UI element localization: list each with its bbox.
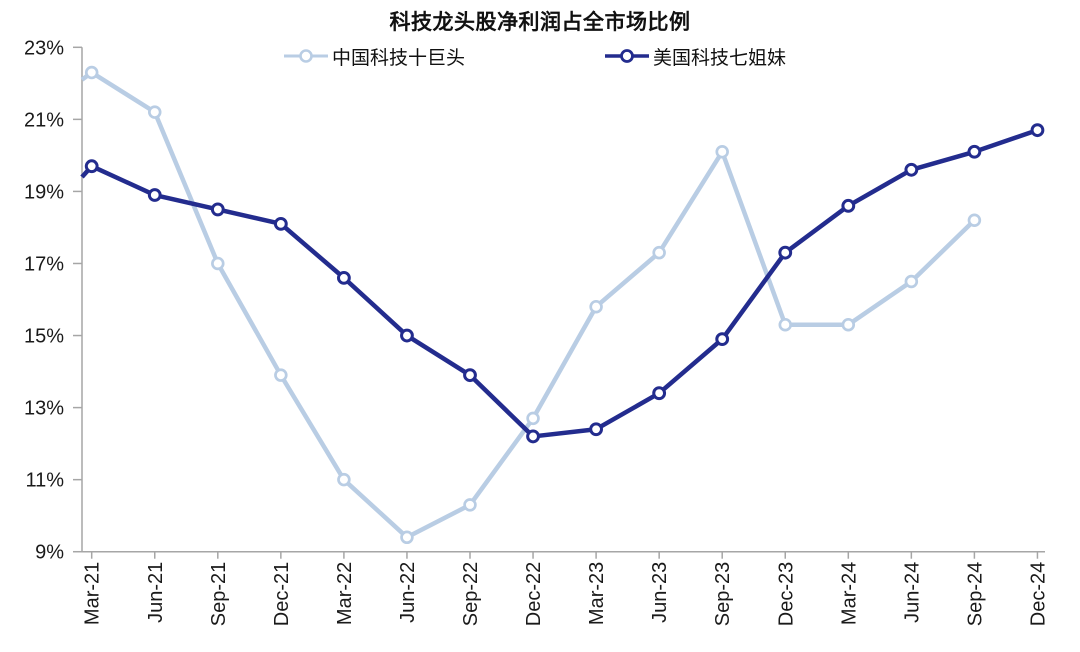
x-axis-label: Jun-21 bbox=[145, 562, 167, 623]
x-axis-label: Sep-21 bbox=[208, 562, 230, 627]
data-point-marker bbox=[526, 429, 540, 444]
y-axis-label: 19% bbox=[24, 181, 64, 203]
series-line-1 bbox=[80, 128, 1039, 439]
data-point-marker bbox=[589, 422, 603, 437]
y-axis-label: 13% bbox=[24, 398, 64, 420]
legend-item-us: 美国科技七姐妹 bbox=[604, 44, 787, 69]
legend-circle bbox=[299, 49, 313, 63]
x-axis-label: Jun-24 bbox=[901, 562, 923, 623]
data-point-marker bbox=[400, 530, 414, 545]
y-axis-label: 23% bbox=[24, 37, 64, 59]
x-axis-label: Sep-22 bbox=[460, 562, 482, 627]
data-point-marker bbox=[967, 213, 982, 227]
data-point-marker bbox=[715, 145, 729, 159]
data-point-marker bbox=[967, 144, 982, 159]
y-axis-label: 21% bbox=[24, 109, 64, 131]
legend-item-china: 中国科技十巨头 bbox=[283, 44, 466, 69]
data-point-marker bbox=[273, 216, 288, 231]
data-point-marker bbox=[337, 270, 351, 285]
legend-circle bbox=[620, 49, 634, 63]
x-axis-label: Sep-23 bbox=[712, 562, 734, 627]
x-axis-label: Dec-23 bbox=[775, 562, 797, 626]
data-point-marker bbox=[211, 256, 225, 271]
x-axis-label: Dec-24 bbox=[1027, 562, 1049, 626]
data-point-marker bbox=[463, 368, 477, 383]
y-axis-label: 15% bbox=[24, 326, 64, 348]
y-axis-label: 9% bbox=[35, 542, 64, 564]
data-point-marker bbox=[274, 368, 288, 382]
axes bbox=[81, 47, 1045, 553]
x-axis-label: Sep-24 bbox=[964, 562, 986, 627]
data-point-marker bbox=[841, 198, 856, 213]
x-axis-label: Mar-22 bbox=[334, 562, 356, 625]
data-point-marker bbox=[904, 162, 919, 177]
data-point-marker bbox=[400, 328, 414, 343]
data-point-marker bbox=[210, 202, 225, 217]
x-axis-label: Jun-22 bbox=[397, 562, 419, 623]
legend-label-china: 中国科技十巨头 bbox=[332, 47, 466, 69]
data-point-marker bbox=[715, 332, 730, 347]
x-axis-label: Jun-23 bbox=[649, 562, 671, 623]
data-point-marker bbox=[778, 245, 793, 260]
legend-label-us: 美国科技七姐妹 bbox=[653, 47, 787, 69]
x-axis-label: Dec-21 bbox=[271, 562, 293, 626]
data-point-marker bbox=[589, 299, 603, 314]
data-point-marker bbox=[526, 411, 540, 426]
data-point-marker bbox=[337, 472, 351, 487]
data-point-marker bbox=[904, 274, 919, 289]
x-axis-label: Mar-23 bbox=[586, 562, 608, 625]
y-axis-label: 11% bbox=[25, 470, 64, 492]
data-point-marker bbox=[652, 245, 666, 260]
legend-marker-us-icon bbox=[605, 49, 649, 63]
x-axis-label: Mar-24 bbox=[838, 562, 860, 625]
data-point-marker bbox=[1030, 123, 1045, 138]
legend-marker-china-icon bbox=[284, 49, 328, 63]
data-point-marker bbox=[652, 386, 667, 401]
data-point-marker bbox=[148, 105, 162, 119]
series-line-0 bbox=[80, 70, 976, 540]
data-point-marker bbox=[84, 65, 99, 80]
data-point-marker bbox=[84, 159, 99, 174]
data-point-marker bbox=[841, 317, 856, 332]
data-point-marker bbox=[147, 188, 162, 202]
y-axis-label: 17% bbox=[24, 253, 64, 275]
x-axis-label: Mar-21 bbox=[82, 562, 104, 625]
data-point-marker bbox=[463, 498, 477, 512]
data-point-marker bbox=[778, 317, 792, 332]
chart-title: 科技龙头股净利润占全市场比例 bbox=[389, 11, 691, 34]
x-axis-label: Dec-22 bbox=[523, 562, 545, 626]
